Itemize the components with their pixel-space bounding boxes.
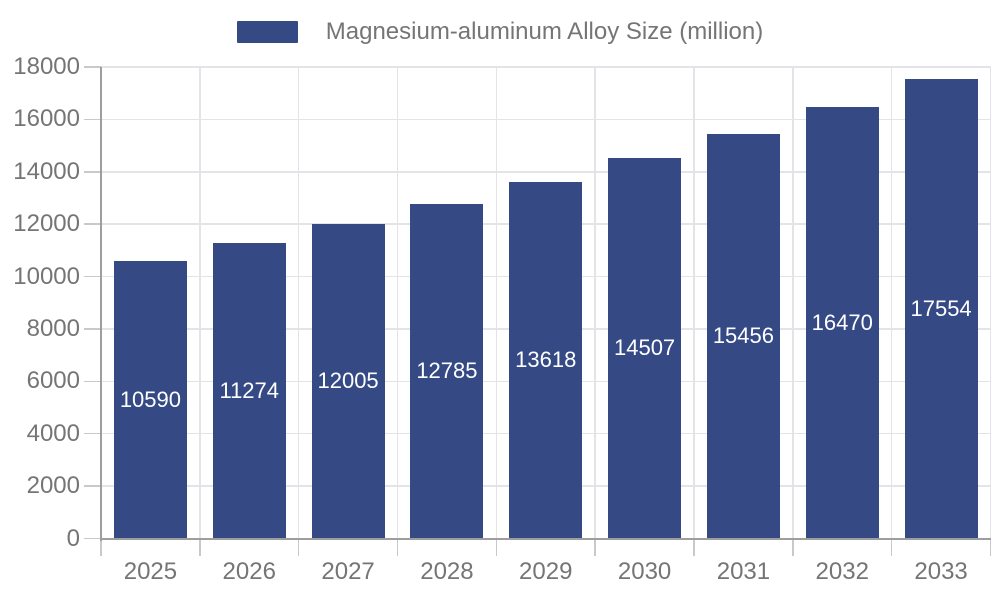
bar-value-label: 12005: [317, 368, 379, 394]
x-axis-line: [100, 537, 991, 540]
x-axis-tick: [594, 539, 596, 556]
bar-value-label: 16470: [811, 309, 873, 335]
bar-value-label: 13618: [515, 347, 577, 373]
x-axis-tick-label: 2030: [617, 558, 672, 585]
x-gridline: [594, 67, 596, 539]
x-gridline: [989, 67, 992, 539]
bar[interactable]: [212, 243, 286, 539]
x-gridline: [396, 67, 399, 539]
x-axis-tick: [693, 539, 695, 556]
x-gridline: [297, 67, 300, 539]
bar-value-label: 12785: [416, 358, 478, 384]
bar[interactable]: [904, 78, 978, 539]
y-axis-tick: [84, 380, 101, 383]
x-axis-tick-label: 2029: [519, 558, 573, 585]
x-gridline: [693, 67, 695, 539]
x-gridline: [199, 67, 201, 539]
legend-item[interactable]: Magnesium-aluminum Alloy Size (million): [0, 14, 1000, 50]
y-axis-tick-label: 8000: [26, 314, 80, 342]
bar[interactable]: [706, 133, 780, 539]
x-gridline: [495, 67, 498, 539]
x-axis-tick-label: 2033: [914, 558, 968, 585]
y-axis-tick: [84, 485, 101, 487]
legend-swatch: [236, 21, 298, 43]
x-axis-tick-label: 2025: [123, 558, 178, 585]
y-axis-tick: [84, 328, 101, 330]
x-axis-tick: [199, 539, 201, 556]
x-axis-tick-label: 2027: [321, 558, 375, 585]
x-axis-tick: [396, 539, 399, 556]
x-axis-tick: [890, 539, 893, 556]
y-axis-tick-label: 18000: [13, 53, 80, 80]
y-axis-tick: [84, 66, 101, 68]
y-axis-tick-label: 14000: [13, 157, 80, 185]
x-axis-tick: [297, 539, 300, 556]
y-gridline: [101, 171, 991, 173]
bar-value-label: 14507: [613, 335, 676, 361]
y-axis-tick: [84, 171, 101, 173]
x-gridline: [792, 67, 794, 539]
y-axis-tick-label: 0: [66, 524, 80, 552]
x-axis-tick-label: 2032: [815, 558, 869, 585]
x-axis-tick: [100, 539, 102, 556]
y-axis-tick-label: 16000: [13, 105, 80, 133]
x-axis-tick-label: 2031: [716, 558, 771, 585]
x-axis-tick-label: 2026: [222, 558, 276, 585]
y-gridline: [101, 66, 991, 68]
x-axis-tick: [989, 539, 992, 556]
x-axis-tick-label: 2028: [420, 558, 474, 585]
y-axis-tick-label: 2000: [26, 472, 80, 500]
bar[interactable]: [113, 261, 187, 539]
y-axis-tick: [84, 223, 101, 225]
y-axis-line: [100, 67, 102, 541]
bar[interactable]: [509, 181, 583, 539]
bar-value-label: 10590: [119, 386, 181, 412]
bar[interactable]: [410, 203, 484, 539]
y-axis-tick-label: 12000: [13, 210, 80, 238]
y-axis-tick-label: 4000: [26, 419, 80, 447]
x-axis-tick: [792, 539, 794, 556]
bar-value-label: 17554: [910, 295, 972, 321]
bar[interactable]: [608, 158, 682, 539]
bar[interactable]: [805, 107, 879, 539]
y-axis-tick-label: 6000: [26, 367, 80, 395]
x-axis-tick: [495, 539, 498, 556]
y-axis-tick: [84, 118, 101, 121]
bar-value-label: 15456: [712, 323, 774, 349]
y-axis-tick: [84, 537, 101, 540]
y-axis-tick: [84, 275, 101, 278]
y-axis-tick-label: 10000: [13, 262, 80, 290]
x-gridline: [890, 67, 893, 539]
bar[interactable]: [311, 224, 385, 539]
y-axis-tick: [84, 432, 101, 435]
y-gridline: [101, 118, 991, 121]
bar-value-label: 11274: [219, 377, 280, 403]
legend-label: Magnesium-aluminum Alloy Size (million): [325, 18, 764, 45]
